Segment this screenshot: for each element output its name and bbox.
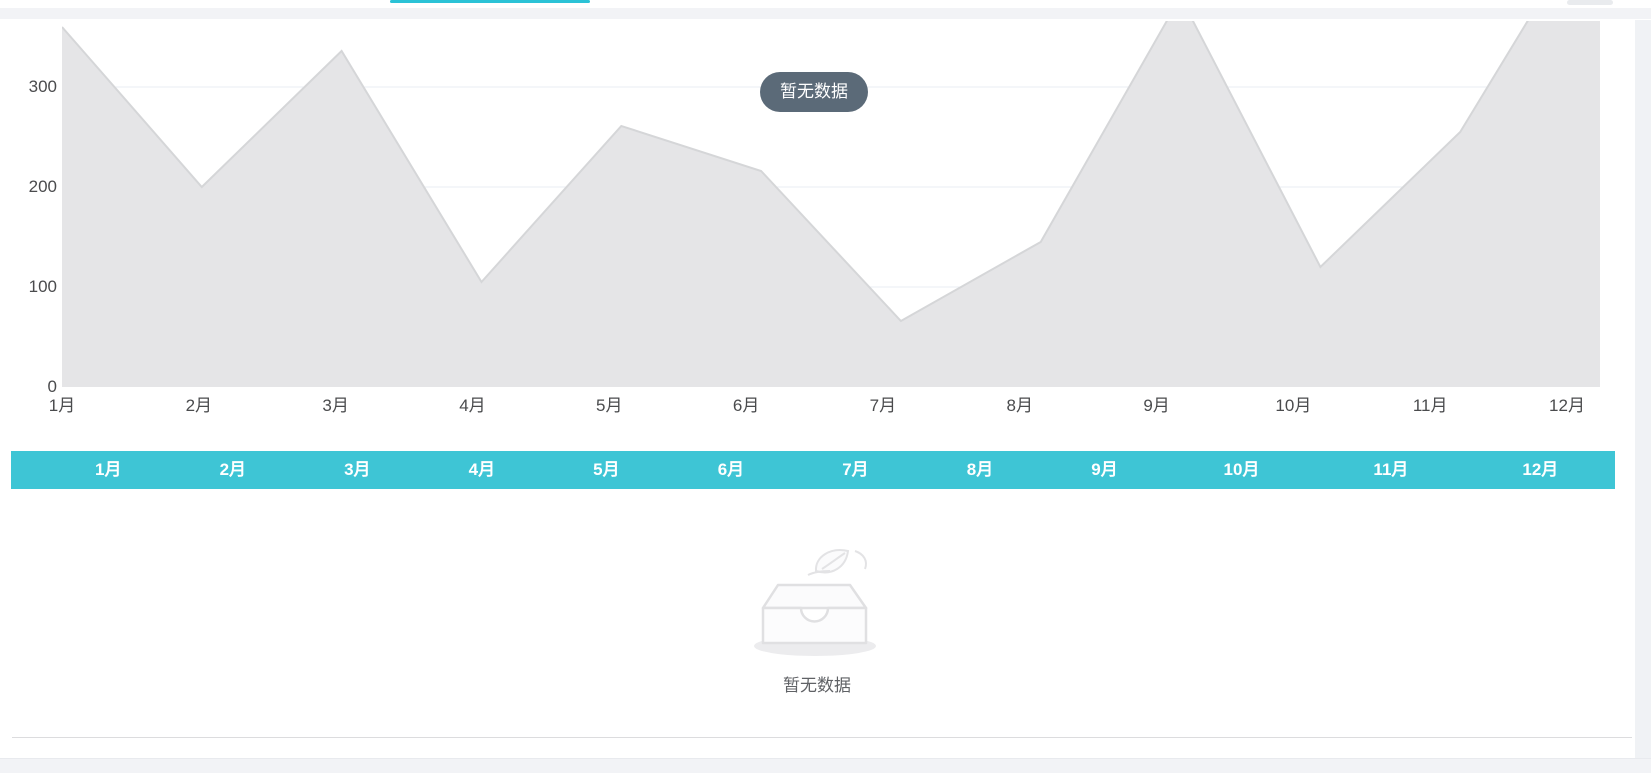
month-bar-cell: 2月 xyxy=(219,460,247,479)
x-axis-tick-label: 2月 xyxy=(185,396,213,415)
bottom-strip xyxy=(0,758,1651,773)
empty-state-text: 暂无数据 xyxy=(783,676,851,695)
y-axis-tick-label: 0 xyxy=(47,377,57,396)
bottom-divider-line xyxy=(12,737,1632,738)
x-axis-tick-label: 8月 xyxy=(1006,396,1033,415)
x-axis-tick-label: 11月 xyxy=(1412,396,1448,415)
y-axis-tick-label: 200 xyxy=(28,177,57,196)
month-bar-cell: 10月 xyxy=(1223,460,1260,479)
month-bar-cell: 8月 xyxy=(966,460,994,479)
month-bar-cell: 3月 xyxy=(344,460,371,479)
month-bar-cell: 11月 xyxy=(1373,460,1409,479)
month-bar-cell: 4月 xyxy=(468,460,496,479)
x-axis-tick-label: 5月 xyxy=(596,396,623,415)
x-axis-tick-label: 12月 xyxy=(1549,396,1585,415)
area-outline xyxy=(62,21,1529,323)
month-bar-cell: 6月 xyxy=(717,460,745,479)
month-bar-cell: 12月 xyxy=(1522,460,1559,479)
x-axis-tick-label: 9月 xyxy=(1143,396,1170,415)
leaf-doodle xyxy=(807,549,867,576)
top-divider-strip xyxy=(0,8,1651,19)
x-axis-tick-label: 7月 xyxy=(869,396,897,415)
x-axis-tick-label: 1月 xyxy=(48,396,76,415)
empty-inbox-icon xyxy=(754,549,876,656)
month-bar-cell: 9月 xyxy=(1091,460,1118,479)
month-bar-cell: 7月 xyxy=(842,460,869,479)
month-bar-cell: 1月 xyxy=(95,460,122,479)
vertical-scrollbar-track[interactable] xyxy=(1635,20,1651,758)
x-axis-tick-label: 4月 xyxy=(459,396,486,415)
area-fill xyxy=(62,21,1600,387)
x-axis-tick-label: 6月 xyxy=(732,396,760,415)
x-axis-labels: 1月 2月 3月 4月 5月 6月 7月 8月 9月 10月 11月 12月 xyxy=(0,391,1651,415)
month-bar: 1月 2月 3月 4月 5月 6月 7月 8月 9月 10月 11月 12月 xyxy=(11,451,1615,489)
y-axis-tick-label: 100 xyxy=(28,277,57,296)
horizontal-scrollbar-thumb[interactable] xyxy=(1567,0,1613,5)
no-data-badge: 暂无数据 xyxy=(760,72,868,112)
x-axis-tick-label: 10月 xyxy=(1275,396,1312,415)
active-tab-indicator xyxy=(390,0,590,3)
y-axis-tick-label: 300 xyxy=(28,77,57,96)
empty-state: 暂无数据 xyxy=(752,538,882,696)
x-axis-tick-label: 3月 xyxy=(322,396,349,415)
month-bar-cell: 5月 xyxy=(593,460,620,479)
y-axis-labels: 0 100 200 300 xyxy=(0,0,57,420)
